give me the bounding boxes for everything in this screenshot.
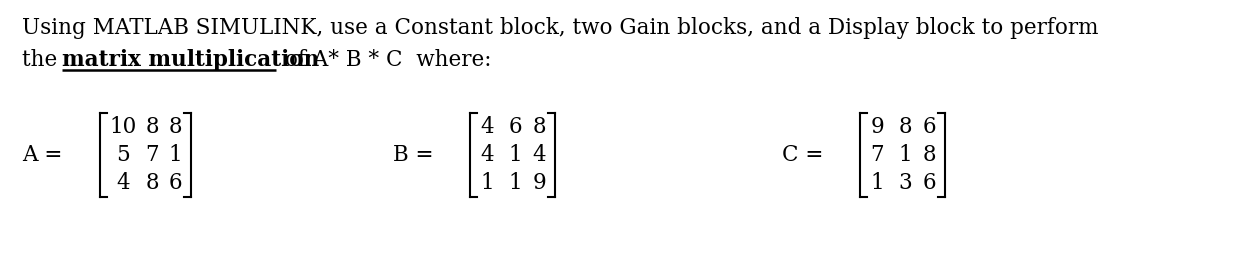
Text: 1: 1: [871, 172, 883, 194]
Text: 6: 6: [509, 116, 521, 138]
Text: 9: 9: [532, 172, 546, 194]
Text: 1: 1: [480, 172, 494, 194]
Text: 1: 1: [509, 144, 521, 166]
Text: matrix multiplication: matrix multiplication: [62, 49, 320, 71]
Text: 5: 5: [116, 144, 129, 166]
Text: A =: A =: [22, 144, 62, 166]
Text: 8: 8: [922, 144, 935, 166]
Text: 6: 6: [168, 172, 182, 194]
Text: the: the: [22, 49, 65, 71]
Text: 8: 8: [532, 116, 546, 138]
Text: 1: 1: [509, 172, 521, 194]
Text: 4: 4: [116, 172, 129, 194]
Text: Using MATLAB SIMULINK, use a Constant block, two Gain blocks, and a Display bloc: Using MATLAB SIMULINK, use a Constant bl…: [22, 17, 1098, 39]
Text: 1: 1: [898, 144, 912, 166]
Text: 4: 4: [480, 144, 494, 166]
Text: 8: 8: [168, 116, 182, 138]
Text: 1: 1: [168, 144, 182, 166]
Text: 6: 6: [922, 116, 935, 138]
Text: 7: 7: [146, 144, 159, 166]
Text: 10: 10: [109, 116, 137, 138]
Text: B =: B =: [393, 144, 433, 166]
Text: 8: 8: [146, 172, 159, 194]
Text: C =: C =: [782, 144, 824, 166]
Text: 3: 3: [898, 172, 912, 194]
Text: 7: 7: [871, 144, 883, 166]
Text: 4: 4: [532, 144, 546, 166]
Text: 9: 9: [870, 116, 884, 138]
Text: 8: 8: [146, 116, 159, 138]
Text: 4: 4: [480, 116, 494, 138]
Text: 8: 8: [898, 116, 912, 138]
Text: of A* B * C  where:: of A* B * C where:: [277, 49, 491, 71]
Text: 6: 6: [922, 172, 935, 194]
